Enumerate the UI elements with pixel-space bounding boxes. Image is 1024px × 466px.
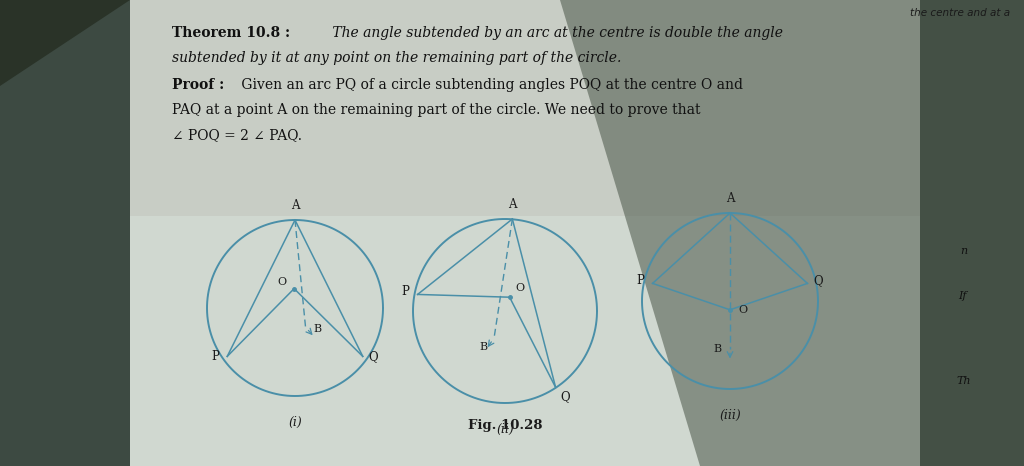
Text: Fig. 10.28: Fig. 10.28: [468, 419, 543, 432]
Text: (i): (i): [288, 416, 302, 429]
Text: O: O: [738, 305, 748, 315]
Text: Q: Q: [813, 274, 823, 287]
Text: PAQ at a point A on the remaining part of the circle. We need to prove that: PAQ at a point A on the remaining part o…: [172, 103, 700, 117]
Text: P: P: [401, 285, 410, 298]
Text: If: If: [958, 291, 967, 301]
Text: Proof :: Proof :: [172, 78, 224, 92]
Text: B: B: [480, 342, 488, 352]
Text: Given an arc PQ of a circle subtending angles POQ at the centre O and: Given an arc PQ of a circle subtending a…: [237, 78, 743, 92]
Text: (iii): (iii): [719, 409, 741, 422]
Text: A: A: [291, 199, 299, 212]
Text: subtended by it at any point on the remaining part of the circle.: subtended by it at any point on the rema…: [172, 51, 622, 65]
Text: O: O: [278, 277, 286, 287]
Polygon shape: [560, 0, 1024, 466]
Text: The angle subtended by an arc at the centre is double the angle: The angle subtended by an arc at the cen…: [328, 26, 783, 40]
Text: A: A: [508, 198, 517, 211]
FancyBboxPatch shape: [130, 0, 920, 466]
Text: Th: Th: [956, 376, 971, 386]
Text: the centre and at a: the centre and at a: [910, 8, 1010, 18]
Text: B: B: [313, 324, 322, 335]
Text: O: O: [516, 283, 524, 293]
Text: (ii): (ii): [496, 423, 514, 436]
Text: ∠ POQ = 2 ∠ PAQ.: ∠ POQ = 2 ∠ PAQ.: [172, 128, 302, 142]
Text: P: P: [637, 274, 644, 287]
Text: n: n: [961, 246, 967, 256]
Text: Q: Q: [560, 391, 570, 404]
Text: Q: Q: [369, 350, 379, 363]
Polygon shape: [0, 0, 130, 86]
Text: A: A: [726, 192, 734, 205]
FancyBboxPatch shape: [130, 216, 920, 466]
Text: Theorem 10.8 :: Theorem 10.8 :: [172, 26, 290, 40]
Text: P: P: [211, 350, 219, 363]
Text: B: B: [714, 344, 722, 355]
